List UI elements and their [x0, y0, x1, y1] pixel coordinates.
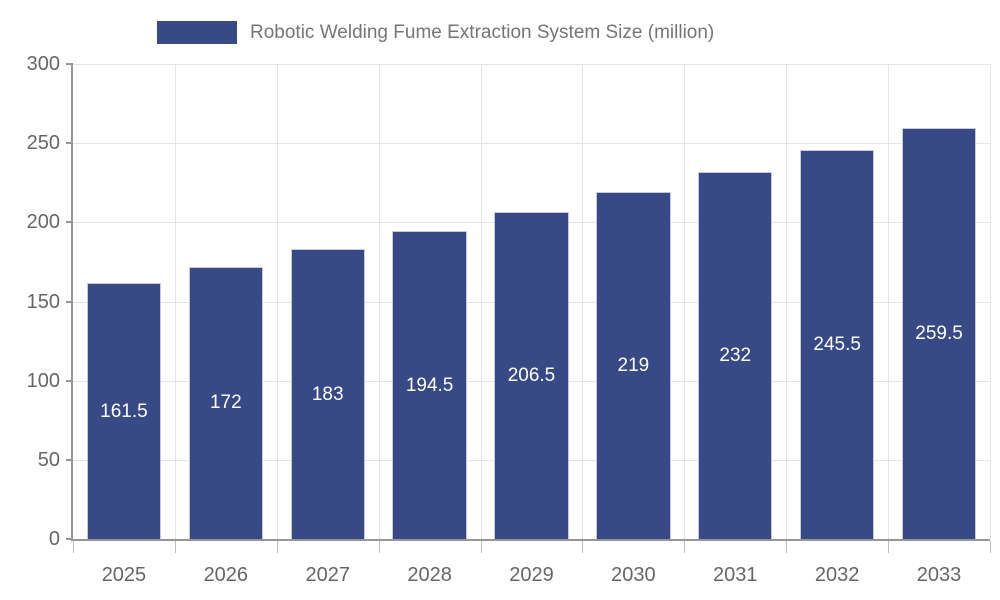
legend-swatch-icon	[157, 21, 237, 44]
x-gridline	[684, 64, 685, 539]
x-axis-label: 2025	[101, 564, 147, 586]
y-axis-label: 150	[26, 291, 60, 313]
bar-value-label: 206.5	[507, 365, 556, 386]
x-gridline	[481, 64, 482, 539]
bar: 161.5	[86, 283, 162, 539]
x-axis-label: 2026	[203, 564, 249, 586]
x-axis-tick	[73, 541, 74, 553]
x-axis-tick	[888, 541, 889, 553]
y-gridline	[73, 64, 990, 65]
bar: 194.5	[392, 231, 467, 539]
bar: 183	[290, 249, 365, 539]
x-axis-tick	[481, 541, 482, 553]
y-axis-tick	[66, 459, 73, 461]
y-axis-label: 100	[26, 370, 60, 392]
y-axis-label: 300	[26, 53, 60, 75]
y-axis-label: 50	[37, 449, 60, 471]
y-axis-tick	[66, 142, 73, 144]
bar-value-label: 183	[311, 383, 344, 405]
x-axis-label: 2028	[407, 564, 452, 586]
x-axis-tick	[277, 541, 278, 553]
y-axis-label: 200	[26, 211, 60, 233]
x-gridline	[277, 64, 278, 539]
y-axis-tick	[66, 221, 73, 223]
bar-value-label: 232	[719, 344, 752, 366]
y-axis-tick	[66, 380, 73, 382]
x-axis-line	[71, 539, 990, 541]
x-axis-tick	[990, 541, 991, 553]
x-axis-tick	[379, 541, 380, 553]
bar: 245.5	[799, 150, 875, 539]
bar-value-label: 172	[209, 392, 242, 414]
x-axis-label: 2027	[305, 564, 350, 586]
bar-value-label: 194.5	[405, 374, 454, 396]
x-gridline	[888, 64, 889, 539]
x-axis-tick	[684, 541, 685, 553]
y-axis-label: 0	[48, 528, 60, 550]
bar: 219	[596, 192, 671, 539]
x-axis-label: 2029	[509, 564, 554, 586]
bar-value-label: 161.5	[100, 400, 148, 422]
y-axis-tick	[66, 63, 73, 65]
legend-item[interactable]: Robotic Welding Fume Extraction System S…	[157, 21, 714, 44]
bar: 172	[188, 266, 264, 539]
y-axis-line	[71, 64, 73, 541]
x-gridline	[582, 64, 583, 539]
x-axis-label: 2031	[713, 564, 758, 586]
x-gridline	[379, 64, 380, 539]
bar: 232	[698, 171, 773, 539]
y-axis-tick	[66, 301, 73, 303]
x-axis-tick	[786, 541, 787, 553]
bar: 206.5	[494, 212, 569, 539]
x-gridline	[175, 64, 176, 539]
bar: 259.5	[901, 128, 977, 539]
x-axis-label: 2032	[814, 564, 860, 586]
bar-value-label: 245.5	[813, 334, 861, 356]
x-gridline	[990, 64, 991, 539]
x-axis-label: 2030	[611, 564, 656, 586]
y-gridline	[73, 143, 990, 144]
x-axis-label: 2033	[916, 564, 962, 586]
bar-value-label: 259.5	[915, 323, 963, 345]
y-axis-tick	[66, 538, 73, 540]
x-axis-tick	[175, 541, 176, 553]
bar-value-label: 219	[617, 355, 650, 377]
x-axis-tick	[582, 541, 583, 553]
chart-title: Robotic Welding Fume Extraction System S…	[250, 21, 715, 43]
x-gridline	[786, 64, 787, 539]
y-axis-label: 250	[26, 132, 60, 154]
